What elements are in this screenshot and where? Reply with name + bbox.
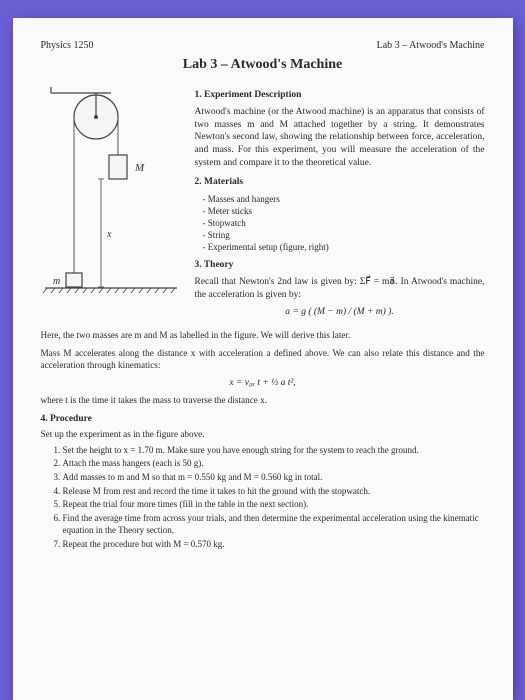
material-item: Meter sticks [203,205,485,217]
theory-intro: Recall that Newton's 2nd law is given by… [195,276,485,302]
section-3-heading: 3. Theory [195,259,485,272]
procedure-step: Set the height to x = 1.70 m. Make sure … [63,444,485,457]
materials-list: Masses and hangers Meter sticks Stopwatc… [195,193,485,254]
procedure-step: Repeat the procedure but with M = 0.570 … [63,538,485,551]
lab-header: Lab 3 – Atwood's Machine [377,40,485,51]
atwood-diagram-svg: M m x [41,83,181,293]
procedure-step: Repeat the trial four more times (fill i… [63,498,485,511]
svg-text:M: M [134,162,145,174]
equation-acceleration: a = g ( (M − m) / (M + m) ). [195,306,485,319]
right-column: 1. Experiment Description Atwood's machi… [195,83,485,323]
material-item: Experimental setup (figure, right) [203,241,485,253]
experiment-description: Atwood's machine (or the Atwood machine)… [195,106,485,170]
page: Physics 1250 Lab 3 – Atwood's Machine La… [13,18,513,700]
section-1-heading: 1. Experiment Description [195,89,485,102]
theory-body-1: Here, the two masses are m and M as labe… [41,329,485,341]
procedure-step: Add masses to m and M so that m = 0.550 … [63,471,485,484]
procedure-step: Attach the mass hangers (each is 50 g). [63,457,485,470]
procedure-step: Release M from rest and record the time … [63,485,485,498]
page-header: Physics 1250 Lab 3 – Atwood's Machine [41,40,485,51]
equation-kinematics: x = v₀ₓ t + ½ a t², [41,378,485,388]
material-item: Masses and hangers [203,193,485,205]
procedure-intro: Set up the experiment as in the figure a… [41,428,485,440]
section-2-heading: 2. Materials [195,176,485,189]
procedure-list: Set the height to x = 1.70 m. Make sure … [41,444,485,551]
atwood-figure: M m x [41,83,181,323]
theory-body-2: Mass M accelerates along the distance x … [41,347,485,372]
procedure-step: Find the average time from across your t… [63,512,485,537]
svg-text:m: m [53,276,60,287]
theory-body-3: where t is the time it takes the mass to… [41,394,485,406]
svg-text:x: x [106,229,112,240]
material-item: Stopwatch [203,217,485,229]
section-4-heading: 4. Procedure [41,414,485,424]
top-columns: M m x [41,83,485,323]
lab-title: Lab 3 – Atwood's Machine [41,57,485,73]
course-code: Physics 1250 [41,40,94,51]
material-item: String [203,229,485,241]
